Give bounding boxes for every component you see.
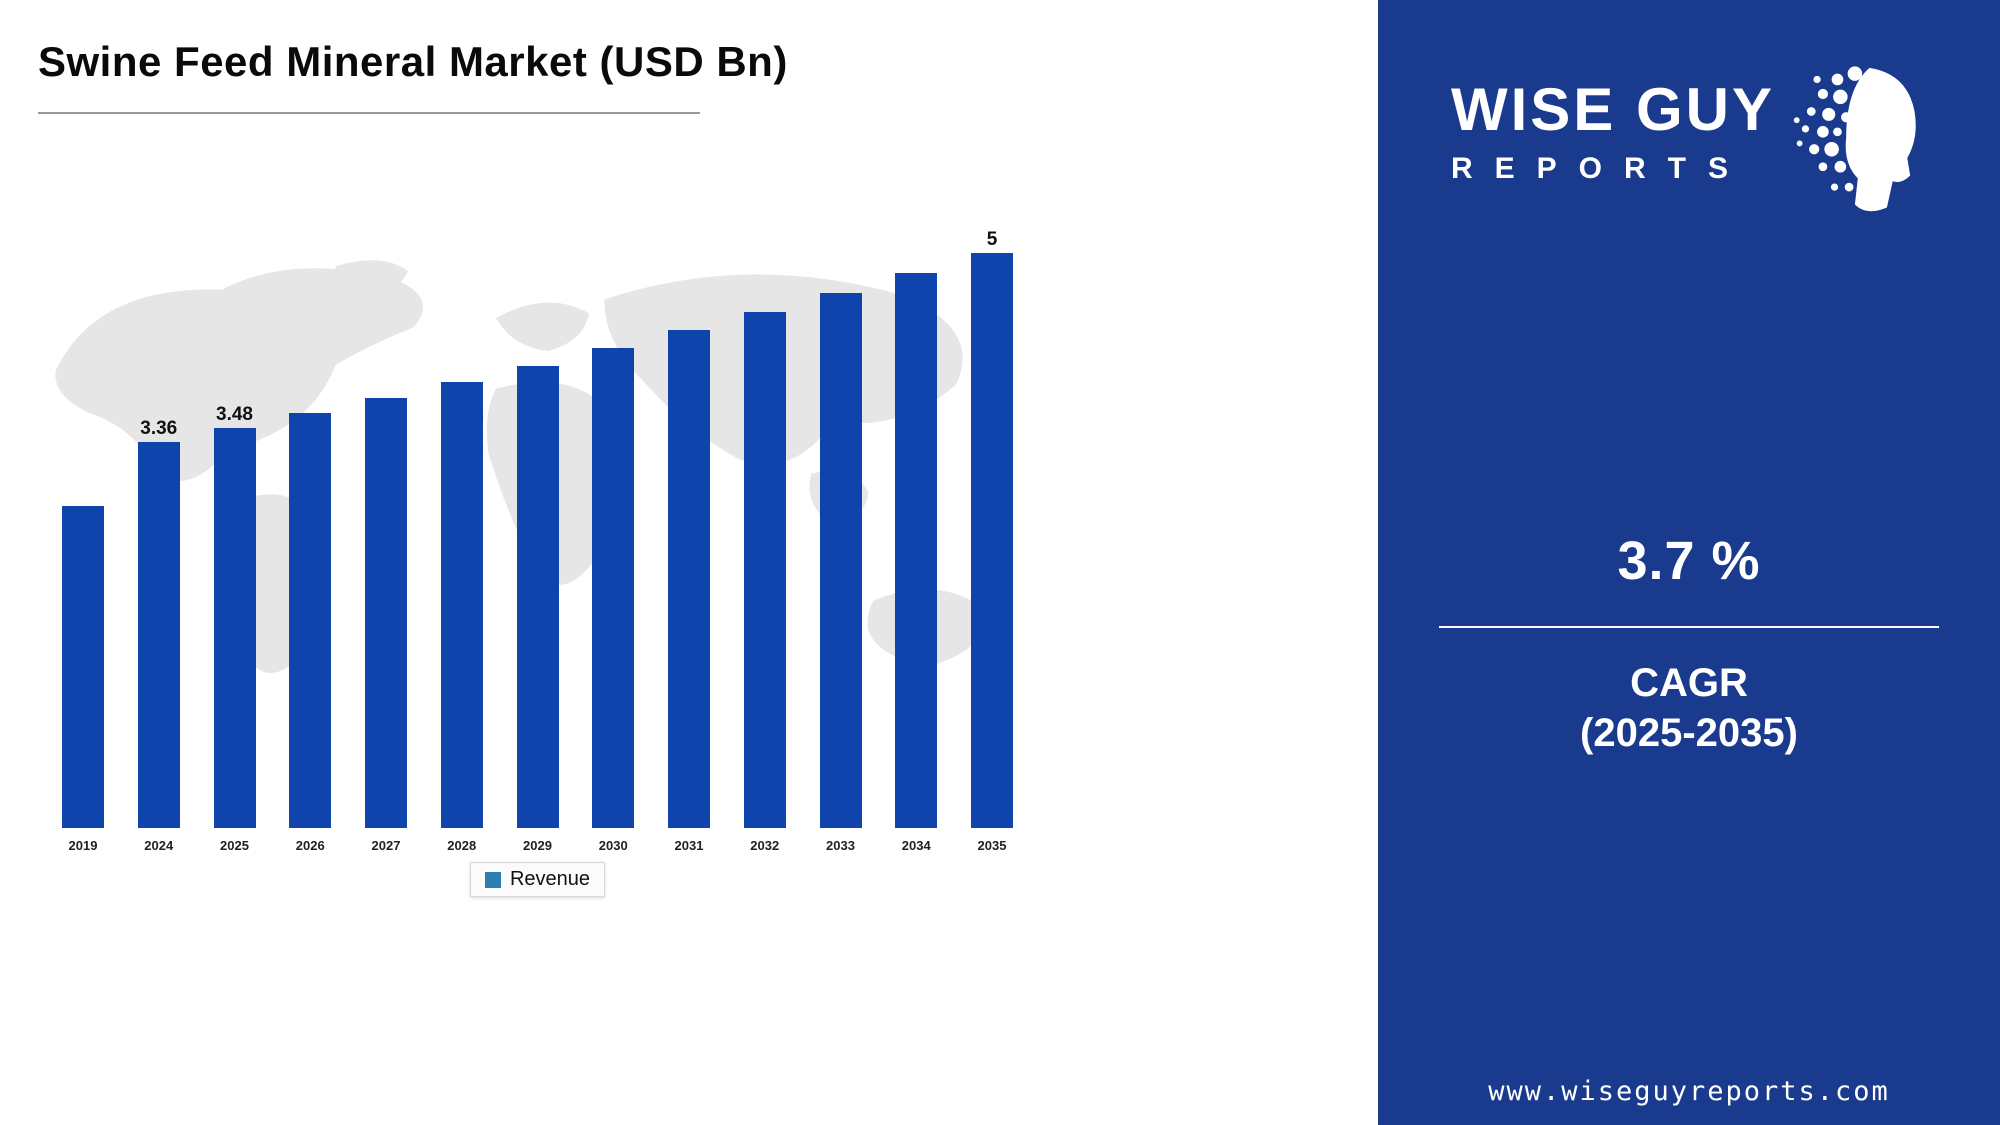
title-underline bbox=[38, 112, 700, 114]
bar bbox=[213, 427, 256, 828]
cagr-range: (2025-2035) bbox=[1580, 711, 1798, 755]
logo: WISE GUY REPORTS bbox=[1378, 62, 2000, 222]
bar-value-label: 3.36 bbox=[140, 417, 178, 439]
bar-value-label: 5 bbox=[986, 229, 998, 250]
bar bbox=[743, 311, 786, 828]
bar-year-label: 2026 bbox=[295, 838, 325, 853]
bar-group: 2031 bbox=[666, 306, 712, 858]
bar-year-label: 2034 bbox=[901, 838, 931, 853]
chart-section: Swine Feed Mineral Market (USD Bn) 2019 3… bbox=[38, 38, 1015, 897]
bar bbox=[289, 412, 332, 828]
bar-year-label: 2033 bbox=[826, 838, 855, 853]
bar-plot: 2019 3.36 2024 3.48 2025 2026 2027 2028 2029 2030… bbox=[60, 228, 1015, 858]
bar bbox=[668, 330, 710, 828]
bar bbox=[971, 253, 1013, 828]
bar-year-label: 2030 bbox=[598, 838, 628, 853]
bar-group: 2028 bbox=[439, 358, 485, 858]
bar-group: 2026 bbox=[287, 389, 333, 858]
bar-year-label: 2031 bbox=[674, 838, 704, 853]
website-link[interactable]: www.wiseguyreports.com bbox=[1488, 1076, 1890, 1107]
bar-group: 3.48 2025 bbox=[212, 404, 258, 858]
bar-group: 2027 bbox=[363, 374, 409, 858]
cagr-block: 3.7 % CAGR (2025-2035) bbox=[1378, 530, 2000, 758]
bar-year-label: 2019 bbox=[68, 838, 98, 853]
bar-group: 2034 bbox=[893, 249, 939, 858]
brand-panel: WISE GUY REPORTS 3.7 % CAGR ( bbox=[1378, 0, 2000, 1125]
legend-swatch-icon bbox=[484, 871, 501, 888]
bar-year-label: 2028 bbox=[447, 838, 477, 853]
bar-group: 5 2035 bbox=[969, 229, 1015, 858]
bar-year-label: 2027 bbox=[371, 838, 401, 853]
bar-chart: 2019 3.36 2024 3.48 2025 2026 2027 2028 2029 2030… bbox=[60, 228, 1015, 897]
logo-text: WISE GUY REPORTS bbox=[1451, 62, 1775, 184]
logo-head-dots-icon bbox=[1793, 66, 1916, 212]
cagr-label: CAGR bbox=[1630, 661, 1748, 705]
bar-year-label: 2032 bbox=[750, 838, 780, 853]
bar bbox=[895, 272, 938, 828]
logo-subtitle: REPORTS bbox=[1450, 152, 1751, 185]
bar-group: 2029 bbox=[515, 342, 561, 858]
bar-group: 2033 bbox=[818, 269, 864, 858]
bar-year-label: 2029 bbox=[523, 838, 552, 853]
logo-wordmark: WISE GUY bbox=[1450, 76, 1776, 143]
bar-year-label: 2025 bbox=[220, 838, 249, 853]
bar bbox=[62, 506, 104, 828]
bar-group: 2019 bbox=[60, 482, 106, 858]
bar bbox=[440, 381, 483, 828]
bar bbox=[592, 348, 635, 828]
legend: Revenue bbox=[469, 862, 606, 897]
legend-row: Revenue bbox=[60, 862, 1015, 897]
bar bbox=[365, 397, 407, 828]
bar bbox=[516, 365, 559, 828]
cagr-divider bbox=[1439, 626, 1939, 628]
page-title: Swine Feed Mineral Market (USD Bn) bbox=[38, 38, 788, 85]
bar-group: 2032 bbox=[742, 288, 788, 858]
bar bbox=[819, 293, 862, 828]
bar-value-label: 3.48 bbox=[216, 403, 253, 425]
bar-group: 2030 bbox=[590, 324, 636, 858]
bar bbox=[137, 441, 180, 828]
bar-year-label: 2024 bbox=[144, 838, 174, 853]
bar-year-label: 2035 bbox=[977, 838, 1007, 853]
cagr-value: 3.7 % bbox=[1617, 531, 1761, 591]
legend-label: Revenue bbox=[509, 868, 591, 890]
bar-group: 3.36 2024 bbox=[136, 418, 182, 858]
